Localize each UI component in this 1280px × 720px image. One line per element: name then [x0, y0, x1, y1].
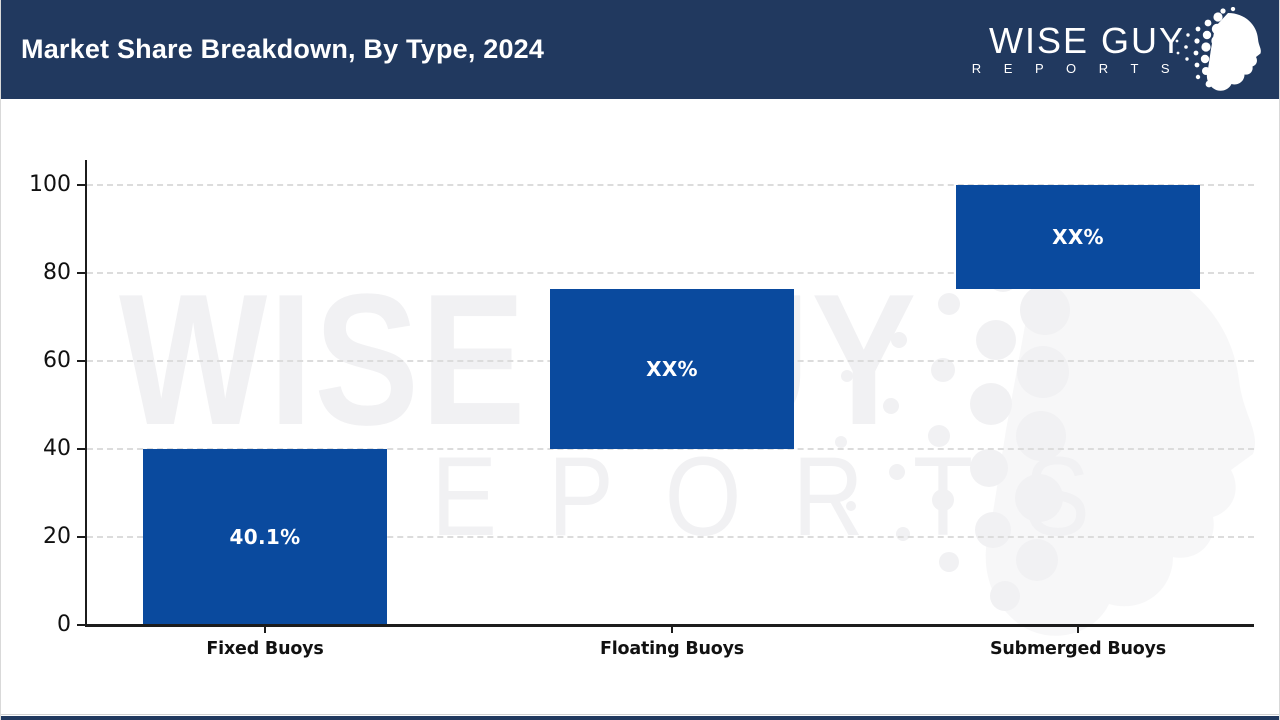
x-axis-line: [85, 624, 1254, 627]
x-category-label: Submerged Buoys: [990, 639, 1166, 659]
gridline-80: [87, 272, 1254, 274]
y-tick-label: 80: [43, 260, 71, 285]
y-tick-label: 40: [43, 436, 71, 461]
y-tick-20: [77, 536, 85, 538]
bar-submerged-buoys[interactable]: XX%: [956, 185, 1200, 290]
wise-guy-reports-logo: WISE GUY R E P O R T S: [971, 6, 1263, 93]
x-tick-2: [671, 625, 673, 633]
y-tick-label: 60: [43, 348, 71, 373]
bar-floating-buoys[interactable]: XX%: [550, 289, 794, 449]
x-category-label: Fixed Buoys: [206, 639, 324, 659]
y-tick-100: [77, 184, 85, 186]
logo-wordmark: WISE GUY: [988, 20, 1185, 61]
logo-subtitle: R E P O R T S: [971, 61, 1179, 76]
chart-plot-area: 0 20 40 60 80 100 40.1% XX% XX% Fixed Buoys Floati…: [1, 99, 1279, 716]
x-category-label: Floating Buoys: [599, 639, 745, 659]
y-tick-60: [77, 360, 85, 362]
watermark-head-icon: [835, 203, 1256, 636]
bar-fixed-buoys[interactable]: 40.1%: [143, 448, 387, 625]
y-tick-label: 20: [43, 524, 71, 549]
gridline-40: [87, 448, 1254, 450]
y-tick-0: [77, 624, 85, 626]
y-axis-line: [85, 160, 87, 627]
y-tick-80: [77, 272, 85, 274]
bar-value-label: XX%: [1052, 225, 1104, 250]
page-title: Market Share Breakdown, By Type, 2024: [21, 34, 545, 64]
x-tick-1: [264, 625, 266, 633]
header-bar: Market Share Breakdown, By Type, 2024 WI…: [1, 0, 1279, 99]
x-tick-3: [1077, 625, 1079, 633]
logo-text: WISE GUY R E P O R T S: [971, 20, 1185, 77]
bar-value-label: 40.1%: [229, 524, 301, 549]
y-tick-label: 0: [57, 612, 71, 637]
y-tick-label: 100: [29, 172, 71, 197]
footer-accent-strip: [1, 716, 1279, 720]
footer-divider: [1, 714, 1279, 715]
logo-head-icon: [1175, 6, 1261, 91]
watermark-subtitle: REPORTS: [309, 434, 1141, 559]
bar-value-label: XX%: [646, 356, 698, 381]
gridline-20: [87, 536, 1254, 538]
gridline-100: [87, 184, 1254, 186]
y-tick-40: [77, 448, 85, 450]
